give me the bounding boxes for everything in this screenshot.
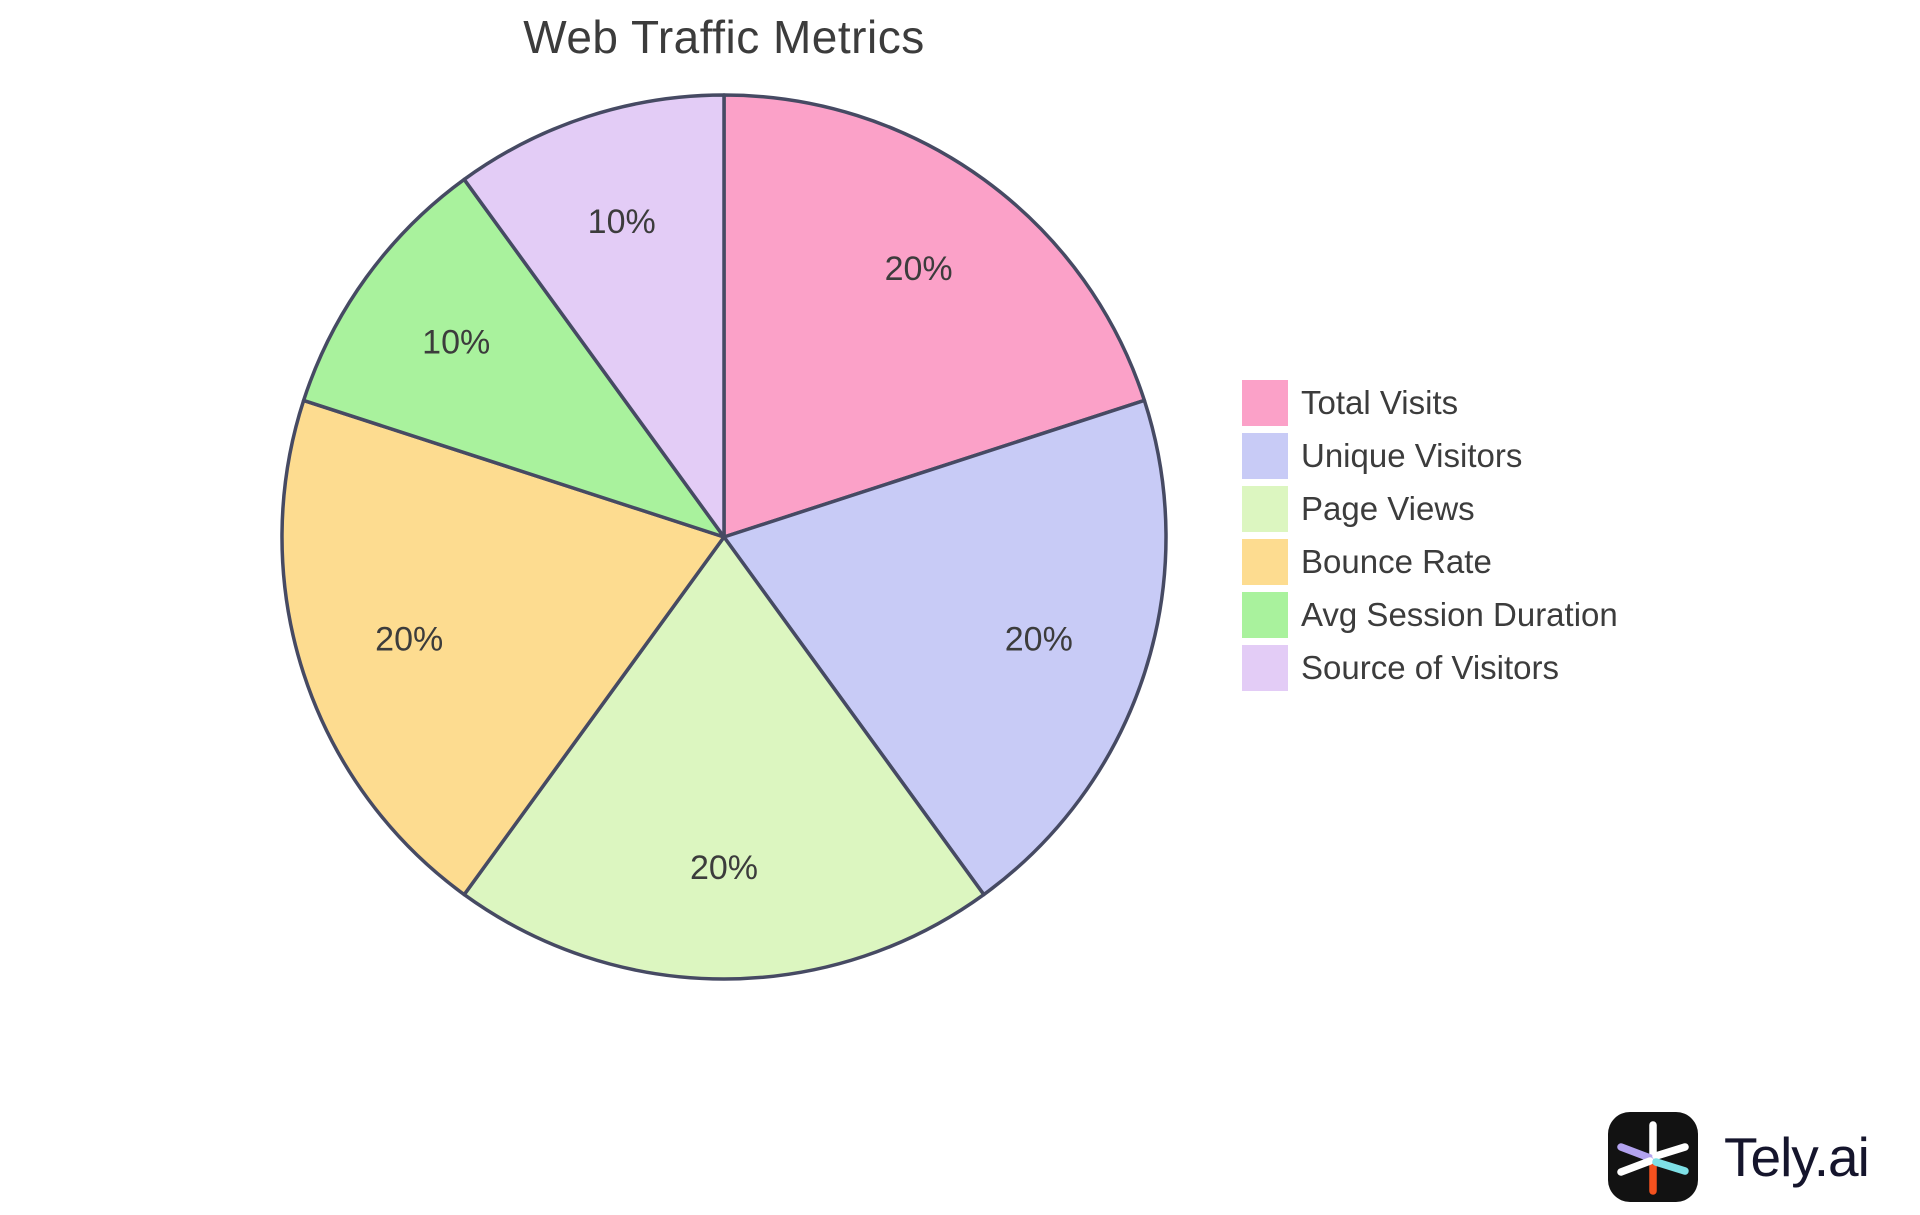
- legend-swatch-icon: [1242, 645, 1288, 691]
- legend-swatch-icon: [1242, 539, 1288, 585]
- pie-slice-label: 20%: [885, 250, 953, 288]
- legend-item: Bounce Rate: [1242, 539, 1618, 585]
- pie-slice-label: 10%: [588, 203, 656, 241]
- pie-slice-source-of-visitors: [462, 93, 726, 539]
- asterisk-spark-icon: [1617, 1121, 1689, 1195]
- pie-slice-unique-visitors: [722, 398, 1168, 897]
- pie-slice-label: 10%: [422, 323, 490, 361]
- legend-item: Unique Visitors: [1242, 433, 1618, 479]
- legend-label: Total Visits: [1301, 384, 1459, 421]
- pie-slice-label: 20%: [690, 849, 758, 887]
- legend-label: Bounce Rate: [1301, 543, 1492, 580]
- legend-swatch-icon: [1242, 486, 1288, 532]
- legend-item: Total Visits: [1242, 380, 1618, 426]
- pie-slice-page-views: [462, 535, 986, 981]
- legend-item: Avg Session Duration: [1242, 592, 1618, 638]
- chart-legend: Total Visits Unique Visitors Page Views Bou…: [1242, 380, 1618, 698]
- legend-swatch-icon: [1242, 433, 1288, 479]
- legend-item: Source of Visitors: [1242, 645, 1618, 691]
- legend-label: Source of Visitors: [1301, 649, 1560, 686]
- legend-swatch-icon: [1242, 592, 1288, 638]
- legend-item: Page Views: [1242, 486, 1618, 532]
- tely-logo-text: Tely.ai: [1724, 1126, 1870, 1188]
- legend-label: Avg Session Duration: [1301, 596, 1618, 633]
- legend-label: Unique Visitors: [1301, 437, 1523, 474]
- pie-slice-avg-session-duration: [301, 177, 726, 539]
- pie-slice-label: 20%: [1005, 620, 1073, 658]
- pie-slice-bounce-rate: [280, 398, 726, 897]
- pie-slice-label: 20%: [375, 620, 443, 658]
- chart-title: Web Traffic Metrics: [523, 11, 925, 63]
- legend-label: Page Views: [1301, 490, 1475, 527]
- tely-logo-mark: [1608, 1112, 1698, 1202]
- pie-slice-total-visits: [722, 93, 1147, 539]
- tely-logo: Tely.ai: [1608, 1112, 1870, 1202]
- legend-swatch-icon: [1242, 380, 1288, 426]
